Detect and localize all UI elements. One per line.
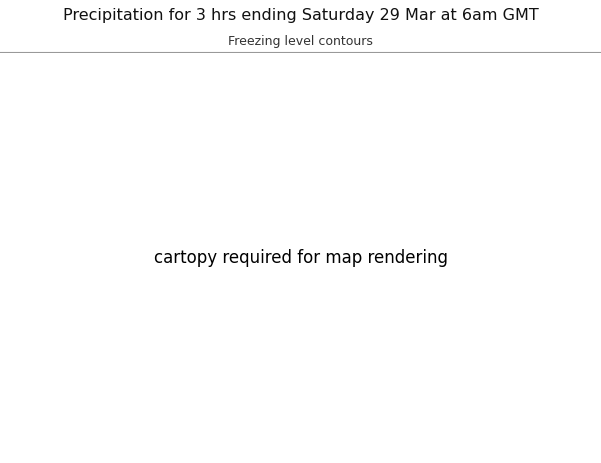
Text: Precipitation for 3 hrs ending Saturday 29 Mar at 6am GMT: Precipitation for 3 hrs ending Saturday … <box>63 8 538 24</box>
Text: cartopy required for map rendering: cartopy required for map rendering <box>153 249 448 267</box>
Text: Freezing level contours: Freezing level contours <box>228 35 373 48</box>
